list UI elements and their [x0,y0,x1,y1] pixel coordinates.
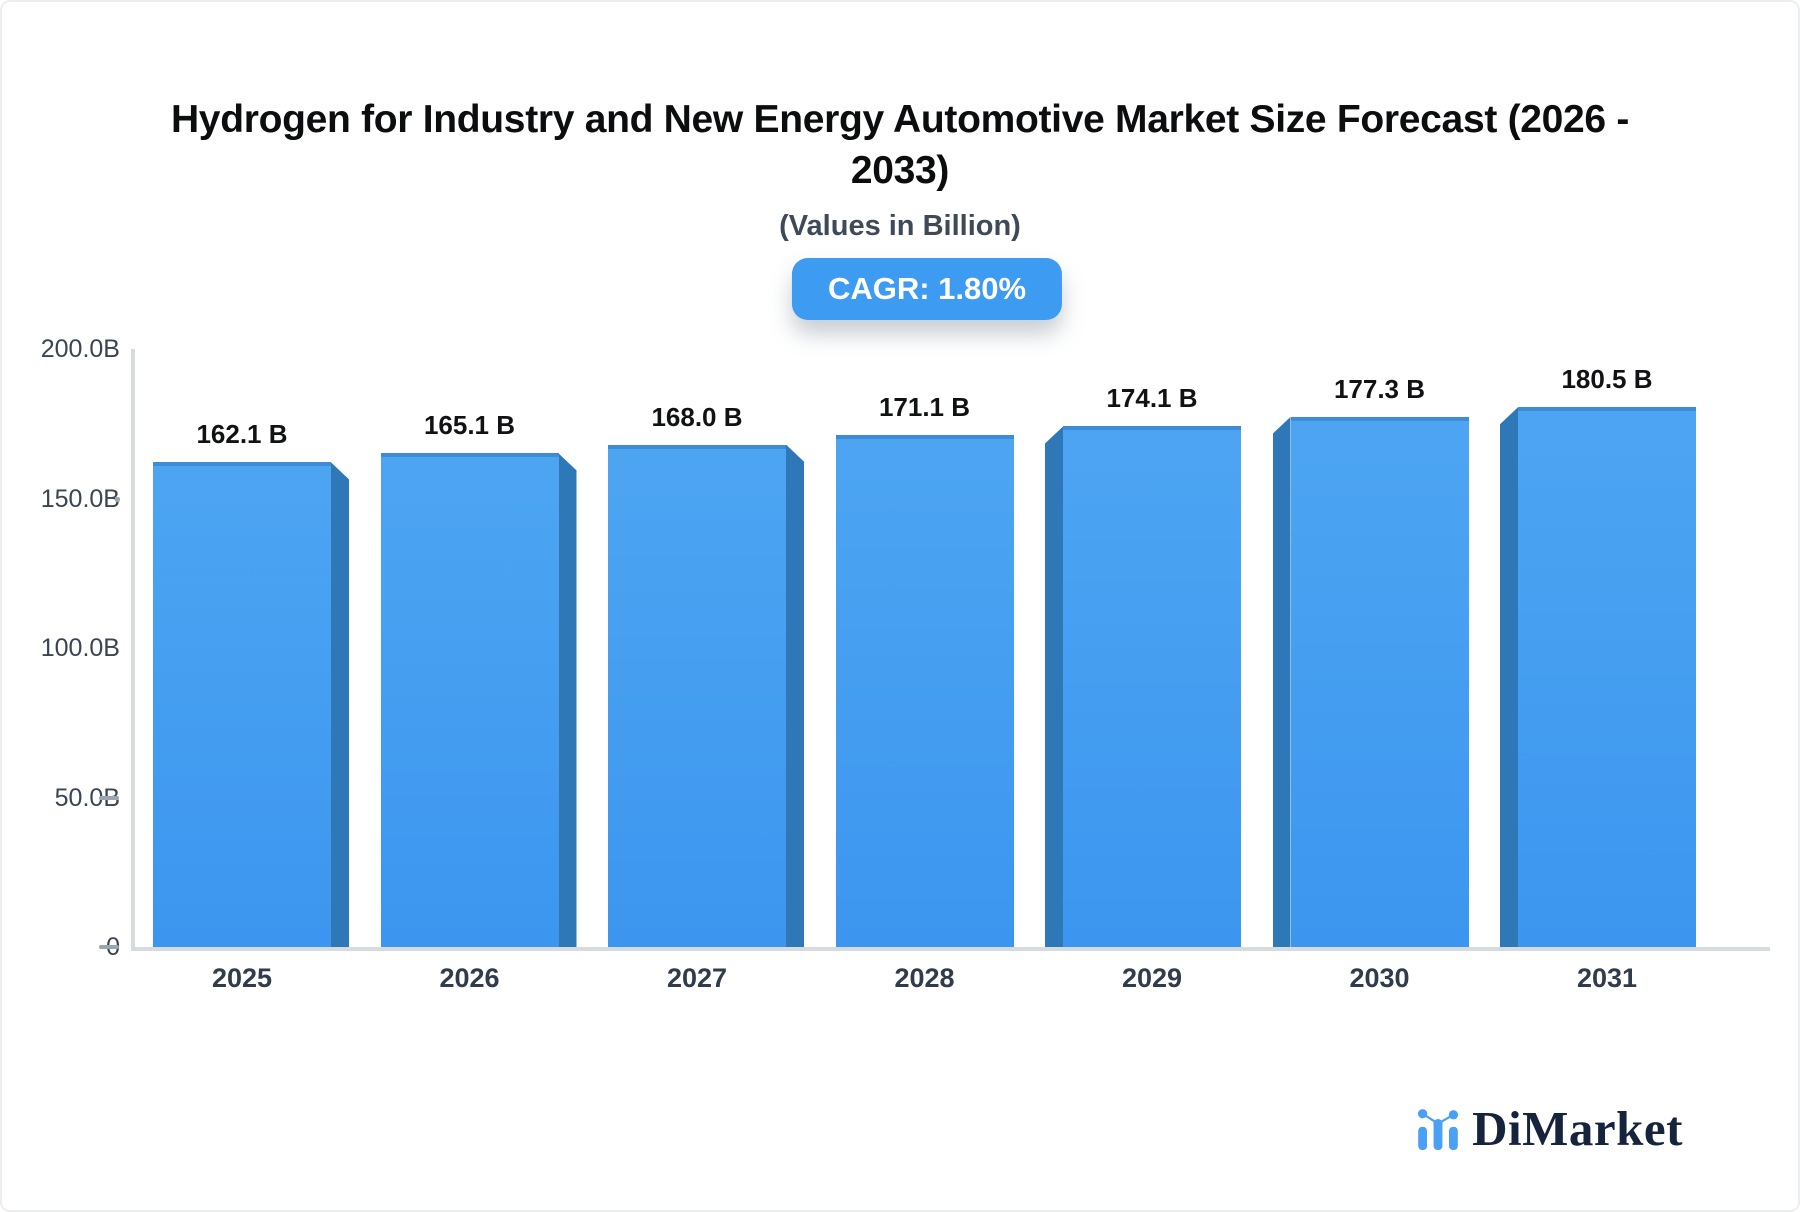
y-axis-line [131,349,135,951]
bar[interactable] [608,444,786,947]
tick-mark [115,496,120,502]
x-tick-label: 2031 [1576,963,1638,993]
brand-logo: DiMarket [1416,1097,1683,1159]
bar-value-label: 165.1 B [423,410,516,441]
bar[interactable] [153,462,331,947]
x-tick-label: 2029 [1121,963,1183,993]
y-tick-label: 150.0B [40,484,120,513]
x-tick-label: 2028 [894,963,955,993]
tick-mark [99,945,119,949]
chart-subtitle: (Values in Billion) [779,210,1021,242]
bar-3d-side [786,444,804,947]
bar-value-label: 162.1 B [196,419,288,450]
cagr-badge: CAGR: 1.80% [791,258,1063,320]
bar-value-label: 180.5 B [1561,364,1653,395]
x-tick-label: 2026 [439,963,500,993]
bar[interactable] [1063,426,1241,947]
brand-name: DiMarket [1472,1100,1683,1156]
bar[interactable] [835,435,1014,947]
x-tick-label: 2025 [211,963,273,993]
y-tick-label: 100.0B [40,634,120,662]
bar-value-label: 171.1 B [878,392,971,423]
x-axis-line [131,947,1770,951]
bar-3d-side [331,462,349,947]
bar-3d-side [1045,426,1063,947]
bar-3d-side [1272,416,1291,947]
chart-title: Hydrogen for Industry and New Energy Aut… [170,98,1630,192]
bar[interactable] [1518,407,1696,947]
dimarket-logo-icon [1416,1106,1460,1150]
bar-value-label: 177.3 B [1333,373,1426,404]
bar-3d-side [558,453,577,947]
x-tick-label: 2027 [666,963,728,993]
y-tick-label: 200.0B [40,335,120,363]
bar[interactable] [1290,416,1469,947]
tick-mark [99,795,119,800]
x-tick-label: 2030 [1349,963,1410,993]
bar-value-label: 168.0 B [651,401,743,432]
bar[interactable] [380,453,559,947]
bar-value-label: 174.1 B [1106,383,1198,414]
bar-3d-side [1500,407,1518,947]
